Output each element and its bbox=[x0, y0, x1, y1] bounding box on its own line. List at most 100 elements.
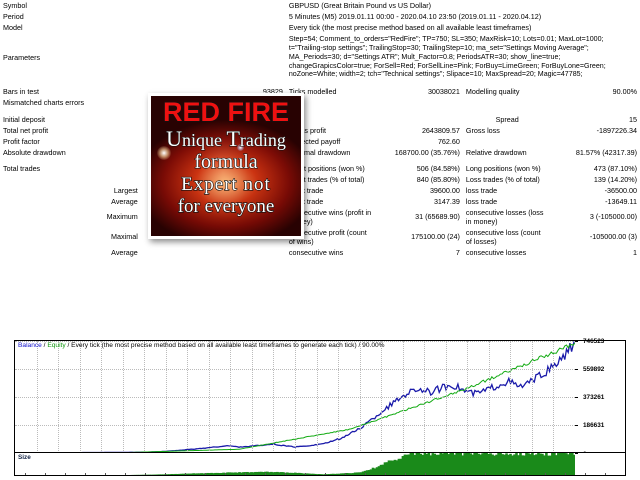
size-bar bbox=[286, 472, 289, 475]
row-mid2: Long positions (won %) bbox=[465, 163, 541, 173]
x-axis-tick bbox=[485, 473, 486, 475]
size-bar bbox=[389, 460, 393, 475]
size-bar bbox=[413, 454, 417, 475]
size-bar bbox=[417, 453, 421, 475]
balance-equity-chart[interactable]: Balance / Equity / Every tick (the most … bbox=[14, 338, 626, 476]
size-bar bbox=[559, 453, 562, 475]
y-axis-tick bbox=[575, 424, 578, 426]
row-mid2: Relative drawdown bbox=[465, 147, 527, 157]
size-bar bbox=[311, 473, 315, 475]
x-axis-tick bbox=[445, 473, 446, 475]
strategy-tester-report: Symbol GBPUSD (Great Britain Pound vs US… bbox=[0, 1, 640, 257]
row-value-2: 39600.00 bbox=[429, 185, 460, 195]
table-row: Largest profit trade 39600.00 loss trade… bbox=[0, 185, 640, 196]
size-bar bbox=[186, 473, 189, 475]
row-value-1 bbox=[141, 11, 286, 22]
size-bar bbox=[493, 455, 496, 475]
row-mid2: consecutive losses bbox=[465, 247, 527, 257]
x-axis-tick bbox=[245, 473, 246, 475]
row-label: Initial deposit bbox=[3, 114, 45, 124]
size-bar bbox=[176, 473, 180, 475]
size-bar bbox=[453, 454, 457, 475]
size-bar bbox=[419, 453, 423, 475]
size-bar bbox=[475, 453, 478, 475]
gridline-horizontal bbox=[15, 341, 575, 342]
size-bar bbox=[174, 473, 178, 475]
row-label: Total net profit bbox=[3, 125, 49, 135]
size-bar bbox=[523, 455, 526, 475]
size-bar bbox=[571, 453, 574, 475]
size-bar bbox=[573, 454, 575, 475]
row-label: Average bbox=[111, 196, 138, 206]
row-value-3: -36500.00 bbox=[604, 185, 637, 195]
row-mid: Every tick (the most precise method base… bbox=[288, 23, 532, 32]
size-bar bbox=[487, 453, 490, 475]
row-label: Maximum bbox=[106, 212, 138, 222]
legend-separator-1: / bbox=[41, 342, 48, 349]
size-bar bbox=[296, 472, 299, 475]
size-bar bbox=[270, 471, 273, 475]
table-row: Maximal consecutive profit (count of win… bbox=[0, 227, 640, 247]
logo-line-2: Unique Trading bbox=[166, 125, 287, 152]
row-mid2: consecutive losses (loss in money) bbox=[465, 207, 544, 226]
x-axis-tick bbox=[65, 473, 66, 475]
table-row: Period 5 Minutes (M5) 2019.01.11 00:00 -… bbox=[0, 11, 640, 22]
size-bar bbox=[447, 454, 451, 475]
size-pane-label: Size bbox=[18, 454, 31, 461]
size-bar bbox=[375, 467, 379, 475]
logo-line-2-rest2: rading bbox=[239, 129, 286, 150]
chart-header-text: Every tick (the most precise method base… bbox=[71, 342, 385, 349]
size-bar bbox=[331, 473, 335, 475]
x-axis-tick bbox=[125, 473, 126, 475]
size-bar bbox=[445, 453, 449, 475]
size-bar bbox=[170, 473, 174, 475]
size-bar bbox=[226, 472, 229, 475]
size-bar bbox=[339, 473, 343, 475]
size-bar bbox=[551, 453, 554, 475]
size-bar bbox=[333, 473, 337, 475]
row-value-2: 31 (65689.90) bbox=[415, 212, 460, 222]
size-bar bbox=[399, 458, 403, 475]
x-axis-tick bbox=[425, 473, 426, 475]
size-bar bbox=[190, 473, 193, 475]
table-row: Average profit trade 3147.39 loss trade … bbox=[0, 196, 640, 207]
table-row: Total trades 979 Short positions (won %)… bbox=[0, 163, 640, 174]
x-axis-tick bbox=[585, 473, 586, 475]
size-bar bbox=[501, 454, 504, 475]
size-bar bbox=[425, 453, 429, 475]
logo-line-2-cap2: T bbox=[226, 125, 241, 151]
size-bar bbox=[535, 454, 538, 475]
size-bars-svg bbox=[130, 453, 575, 475]
size-bar bbox=[266, 471, 269, 475]
x-axis-tick bbox=[345, 473, 346, 475]
size-bar bbox=[509, 453, 512, 475]
row-mid: consecutive wins bbox=[288, 247, 344, 257]
row-mid2: consecutive loss (count of losses) bbox=[465, 227, 541, 246]
y-axis-tick bbox=[575, 397, 578, 398]
size-bar bbox=[431, 453, 435, 475]
row-value-2: 762.60 bbox=[437, 136, 460, 146]
row-mid2: Gross loss bbox=[465, 125, 500, 135]
legend-separator-2: / bbox=[65, 342, 72, 349]
row-label bbox=[0, 174, 141, 185]
x-axis-tick bbox=[525, 473, 526, 475]
size-bar bbox=[198, 473, 201, 475]
size-bar bbox=[238, 472, 241, 475]
x-axis-tick bbox=[605, 473, 606, 475]
size-bar bbox=[527, 453, 530, 475]
size-bar bbox=[246, 471, 249, 475]
x-axis-tick bbox=[105, 473, 106, 475]
size-bar bbox=[194, 473, 197, 475]
size-bar bbox=[451, 453, 455, 475]
size-bar bbox=[519, 453, 522, 475]
size-bar bbox=[180, 473, 183, 475]
y-axis-tick-label: 186631 bbox=[583, 421, 605, 429]
size-bar bbox=[252, 472, 255, 475]
size-bar bbox=[337, 473, 341, 475]
row-value-3: -105000.00 (3) bbox=[589, 232, 637, 242]
row-value-3 bbox=[551, 97, 640, 108]
size-bar bbox=[407, 454, 411, 475]
logo-artwork: RED FIRE Unique Trading formula Expert n… bbox=[151, 96, 301, 236]
size-bar bbox=[301, 473, 305, 475]
row-mid2 bbox=[463, 136, 552, 147]
